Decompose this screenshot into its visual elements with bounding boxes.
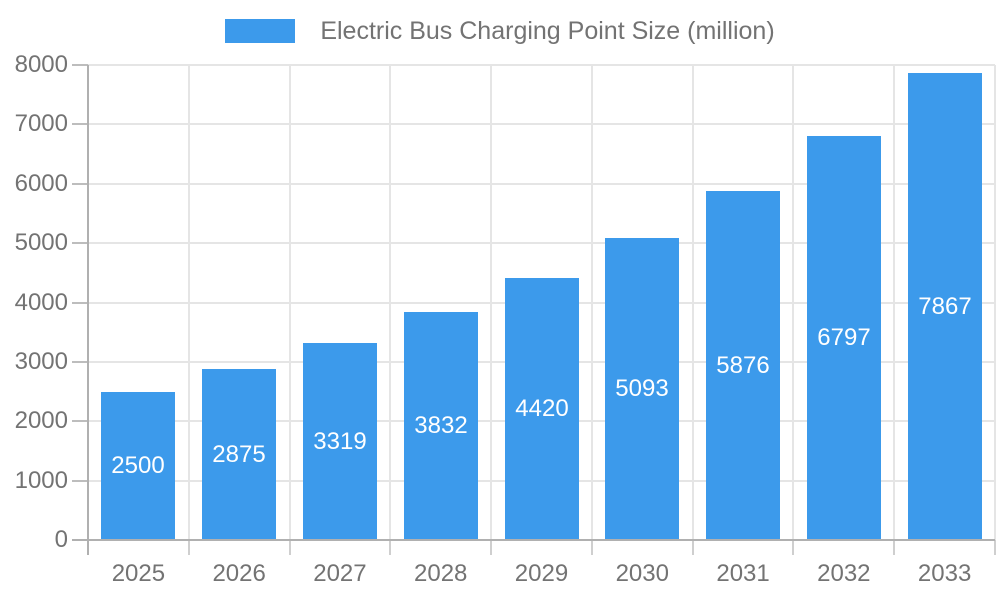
x-axis-label: 2027 — [313, 560, 367, 587]
y-axis-tick — [72, 242, 88, 245]
x-axis-label: 2026 — [212, 560, 266, 587]
y-axis-tick — [72, 360, 88, 363]
bar-value-label: 7867 — [918, 292, 972, 320]
x-axis-tick — [994, 540, 996, 555]
plot-area: 2500 2875 3319 3832 4420 5093 5876 6797 7867 — [88, 64, 996, 540]
gridline-vertical — [590, 65, 593, 540]
y-axis-label: 2000 — [14, 407, 68, 435]
gridline-horizontal — [88, 64, 995, 66]
x-axis-label: 2025 — [111, 560, 166, 587]
x-axis-line — [72, 539, 995, 541]
bar-value-label: 3319 — [313, 427, 367, 455]
x-axis-tick — [590, 540, 593, 555]
bar-value-label: 2875 — [212, 440, 266, 468]
bar-2025[interactable]: 2500 — [101, 392, 175, 540]
legend[interactable]: Electric Bus Charging Point Size (millio… — [0, 16, 1000, 46]
y-axis-tick — [72, 479, 88, 482]
y-axis-tick — [72, 123, 88, 126]
bar-2030[interactable]: 5093 — [605, 238, 679, 540]
bar-value-label: 5093 — [615, 375, 669, 402]
gridline-horizontal — [88, 123, 995, 126]
x-axis-tick — [691, 540, 694, 555]
bar-2031[interactable]: 5876 — [706, 191, 780, 540]
y-axis-label: 4000 — [14, 288, 68, 316]
y-axis-label: 3000 — [14, 347, 68, 375]
gridline-vertical — [288, 65, 291, 540]
y-axis-tick — [72, 64, 88, 66]
x-axis-label: 2031 — [716, 560, 770, 587]
gridline-horizontal — [88, 182, 995, 185]
bar-2028[interactable]: 3832 — [404, 312, 478, 540]
legend-swatch — [225, 19, 296, 43]
x-axis-label: 2033 — [917, 560, 972, 587]
bar-2027[interactable]: 3319 — [303, 343, 377, 540]
legend-label: Electric Bus Charging Point Size (millio… — [320, 16, 775, 45]
gridline-vertical — [187, 65, 190, 540]
x-axis-tick — [187, 540, 190, 555]
y-axis-tick — [72, 420, 88, 423]
y-axis-tick — [72, 182, 88, 185]
y-axis-label: 6000 — [14, 169, 68, 197]
bar-2026[interactable]: 2875 — [202, 369, 276, 540]
gridline-vertical — [893, 65, 896, 540]
y-axis-label: 5000 — [14, 229, 68, 257]
bar-value-label: 2500 — [111, 452, 165, 479]
gridline-vertical — [490, 65, 493, 540]
gridline-vertical — [691, 65, 694, 540]
x-axis-label: 2028 — [414, 560, 468, 587]
bar-value-label: 3832 — [414, 412, 468, 439]
y-axis-label: 0 — [54, 526, 68, 553]
gridline-vertical — [994, 65, 996, 540]
bar-2032[interactable]: 6797 — [807, 136, 881, 540]
gridline-vertical — [389, 65, 392, 540]
x-axis-label: 2029 — [514, 560, 569, 587]
x-axis-label: 2030 — [615, 560, 669, 587]
x-axis-tick — [490, 540, 493, 555]
x-axis-tick — [792, 540, 795, 555]
bar-2033[interactable]: 7867 — [908, 73, 982, 540]
bar-value-label: 5876 — [716, 351, 770, 379]
x-axis-tick — [893, 540, 896, 555]
bar-value-label: 4420 — [515, 395, 569, 422]
bar-value-label: 6797 — [817, 324, 871, 351]
gridline-horizontal — [88, 242, 995, 245]
x-axis-label: 2032 — [817, 560, 871, 587]
gridline-vertical — [792, 65, 795, 540]
y-axis-line — [87, 65, 89, 555]
y-axis-label: 7000 — [14, 110, 68, 138]
x-axis-tick — [389, 540, 392, 555]
bar-2029[interactable]: 4420 — [505, 278, 579, 540]
y-axis-label: 8000 — [14, 51, 68, 78]
x-axis-tick — [288, 540, 291, 555]
y-axis-label: 1000 — [14, 466, 68, 494]
y-axis-tick — [72, 301, 88, 304]
